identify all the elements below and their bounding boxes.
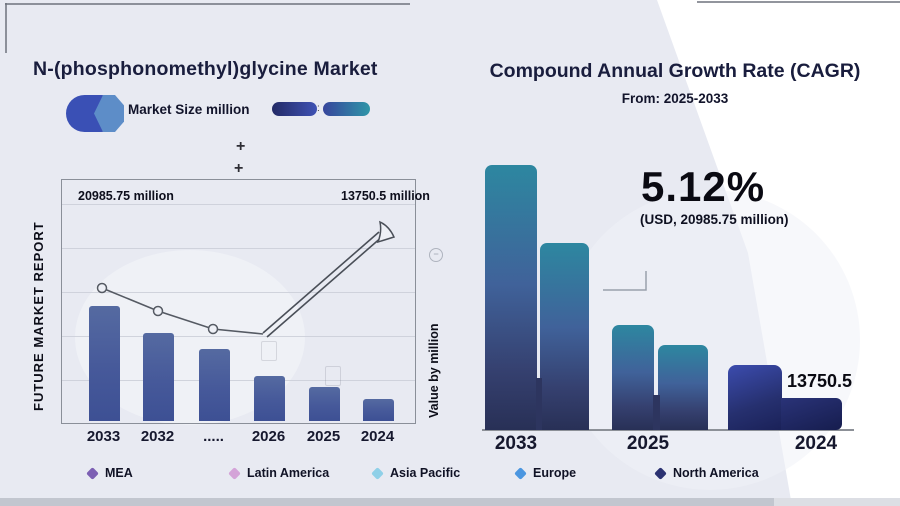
right-chart-bar-2024-2	[781, 398, 842, 430]
left-chart-bar-2025	[309, 387, 340, 421]
right-chart-bar-2025-1	[612, 325, 654, 430]
frame-line-top-left	[5, 3, 410, 5]
cagr-title: Compound Annual Growth Rate (CAGR)	[489, 60, 861, 82]
left-chart-bar-2033	[89, 306, 120, 421]
legend-item-mea: MEA	[86, 466, 133, 480]
legend-label: MEA	[105, 466, 133, 480]
left-x-label-2026: 2026	[251, 428, 286, 445]
gradient-pill-icon	[272, 102, 317, 116]
ghost-circle-icon: −	[429, 248, 443, 262]
right-x-label-2024: 2024	[794, 433, 838, 454]
bar-merge-fill	[536, 378, 542, 430]
legend-label: North America	[673, 466, 759, 480]
left-chart-bar-.....	[199, 349, 230, 421]
gradient-pill-icon	[323, 102, 370, 116]
plus-decoration: +	[236, 138, 246, 155]
frame-line-left	[5, 3, 7, 53]
frame-line-top-right	[697, 1, 900, 3]
cagr-subtitle: From: 2025-2033	[621, 91, 729, 106]
left-chart-bar-2032	[143, 333, 174, 421]
gridline	[62, 248, 415, 249]
legend-diamond-icon	[654, 466, 667, 480]
legend-diamond-icon	[228, 466, 241, 480]
left-chart-start-value: 20985.75 million	[78, 189, 174, 203]
legend-item-latin-america: Latin America	[228, 466, 330, 480]
legend-label: Latin America	[247, 466, 330, 480]
left-chart-bar-2026	[254, 376, 285, 421]
cagr-value: 5.12%	[641, 163, 766, 210]
left-x-label-2025: 2025	[306, 428, 341, 445]
bottom-edge-strip	[0, 498, 900, 506]
left-chart-end-value: 13750.5 million	[341, 189, 430, 203]
legend-item-europe: Europe	[514, 466, 577, 480]
right-chart-bar-2024-1	[728, 365, 782, 430]
value-axis-label: Value by million	[427, 323, 441, 418]
left-x-label-2033: 2033	[86, 428, 121, 445]
market-size-label: Market Size million	[128, 102, 250, 117]
left-x-label-.....: .....	[203, 428, 224, 445]
plus-decoration: +	[234, 160, 244, 177]
right-x-label-2025: 2025	[626, 433, 670, 454]
ghost-clipboard-icon	[325, 366, 341, 386]
legend-item-asia-pacific: Asia Pacific	[371, 466, 461, 480]
pill-separator: :	[317, 103, 320, 114]
annotation-13750: 13750.5	[787, 371, 853, 391]
ghost-clipboard-icon	[261, 341, 277, 361]
gridline	[62, 336, 415, 337]
legend-diamond-icon	[371, 466, 384, 480]
legend-label: Asia Pacific	[390, 466, 461, 480]
right-chart-bar-2033-1	[485, 165, 537, 430]
right-chart-bar-2025-2	[658, 345, 708, 430]
left-chart-plot-area	[61, 179, 416, 424]
legend-diamond-icon	[86, 466, 99, 480]
legend-item-north-america: North America	[654, 466, 759, 480]
page-title: N-(phosphonomethyl)glycine Market	[33, 58, 378, 80]
gridline	[62, 380, 415, 381]
gridline	[62, 292, 415, 293]
right-chart-bar-2033-2	[540, 243, 589, 430]
right-x-label-2033: 2033	[494, 433, 538, 454]
future-market-report-watermark: FUTURE MARKET REPORT	[31, 221, 46, 411]
legend-diamond-icon	[514, 466, 527, 480]
left-x-label-2024: 2024	[360, 428, 395, 445]
background-blob	[560, 190, 860, 490]
bar-merge-fill	[653, 395, 660, 430]
left-x-label-2032: 2032	[140, 428, 175, 445]
gridline	[62, 204, 415, 205]
legend-label: Europe	[533, 466, 577, 480]
left-chart-bar-2024	[363, 399, 394, 421]
cagr-detail: (USD, 20985.75 million)	[640, 212, 789, 227]
